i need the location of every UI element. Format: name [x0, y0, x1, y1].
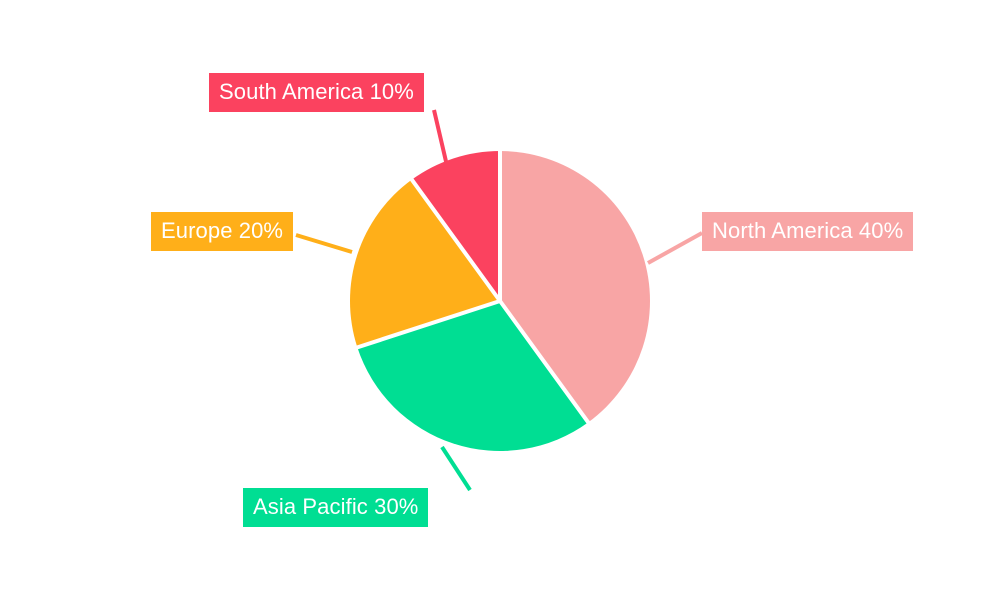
- leader-line-asia-pacific: [440, 445, 472, 492]
- leader-line-north-america: [647, 231, 703, 265]
- pie-label-south-america[interactable]: South America 10%: [209, 73, 424, 112]
- pie-label-europe[interactable]: Europe 20%: [151, 212, 294, 251]
- leader-lines: [295, 109, 703, 492]
- leader-line-south-america: [432, 109, 450, 171]
- leader-line-europe: [295, 233, 353, 254]
- pie-slice-asia-pacific[interactable]: [357, 301, 589, 451]
- pie-slice-europe[interactable]: [349, 179, 500, 348]
- pie-slice-separators: [355, 149, 591, 425]
- pie-label-north-america[interactable]: North America 40%: [702, 212, 914, 251]
- pie-slice-north-america[interactable]: [500, 151, 650, 423]
- pie-slice-south-america[interactable]: [411, 151, 500, 301]
- pie-label-asia-pacific[interactable]: Asia Pacific 30%: [243, 488, 429, 527]
- pie-slices: [349, 151, 650, 451]
